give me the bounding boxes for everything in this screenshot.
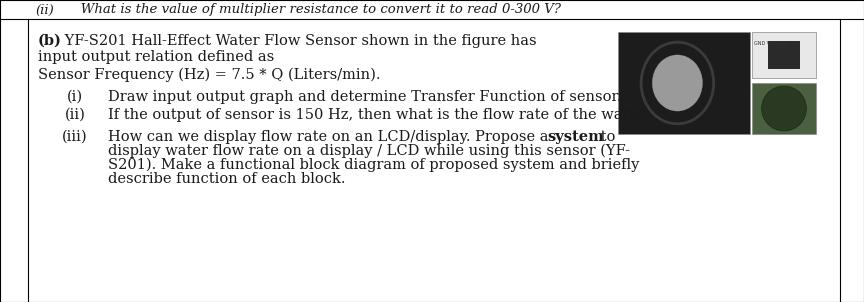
Text: (ii): (ii) xyxy=(65,108,86,122)
Text: If the output of sensor is 150 Hz, then what is the flow rate of the water.: If the output of sensor is 150 Hz, then … xyxy=(108,108,647,122)
Bar xyxy=(768,41,800,69)
Ellipse shape xyxy=(652,55,702,111)
Text: Sensor Frequency (Hz) = 7.5 * Q (Liters/min).: Sensor Frequency (Hz) = 7.5 * Q (Liters/… xyxy=(38,68,380,82)
Text: (b): (b) xyxy=(38,34,62,48)
Text: GND VCC OUT: GND VCC OUT xyxy=(754,41,789,46)
Text: S201). Make a functional block diagram of proposed system and briefly: S201). Make a functional block diagram o… xyxy=(108,158,639,172)
Bar xyxy=(618,32,750,134)
Circle shape xyxy=(761,86,806,131)
Text: input output relation defined as: input output relation defined as xyxy=(38,50,274,64)
Text: YF-S201 Hall-Effect Water Flow Sensor shown in the figure has: YF-S201 Hall-Effect Water Flow Sensor sh… xyxy=(60,34,537,48)
Bar xyxy=(752,32,816,78)
Bar xyxy=(752,83,816,134)
Text: Draw input output graph and determine Transfer Function of sensor.: Draw input output graph and determine Tr… xyxy=(108,90,621,104)
Text: system: system xyxy=(548,130,605,144)
Text: How can we display flow rate on an LCD/display. Propose a: How can we display flow rate on an LCD/d… xyxy=(108,130,553,144)
Text: (ii): (ii) xyxy=(35,4,54,17)
Text: What is the value of multiplier resistance to convert it to read 0-300 V?: What is the value of multiplier resistan… xyxy=(68,4,561,17)
Text: display water flow rate on a display / LCD while using this sensor (YF-: display water flow rate on a display / L… xyxy=(108,144,630,158)
Text: to: to xyxy=(595,130,615,144)
Text: describe function of each block.: describe function of each block. xyxy=(108,172,346,186)
Text: (i): (i) xyxy=(67,90,83,104)
Text: (iii): (iii) xyxy=(62,130,88,144)
